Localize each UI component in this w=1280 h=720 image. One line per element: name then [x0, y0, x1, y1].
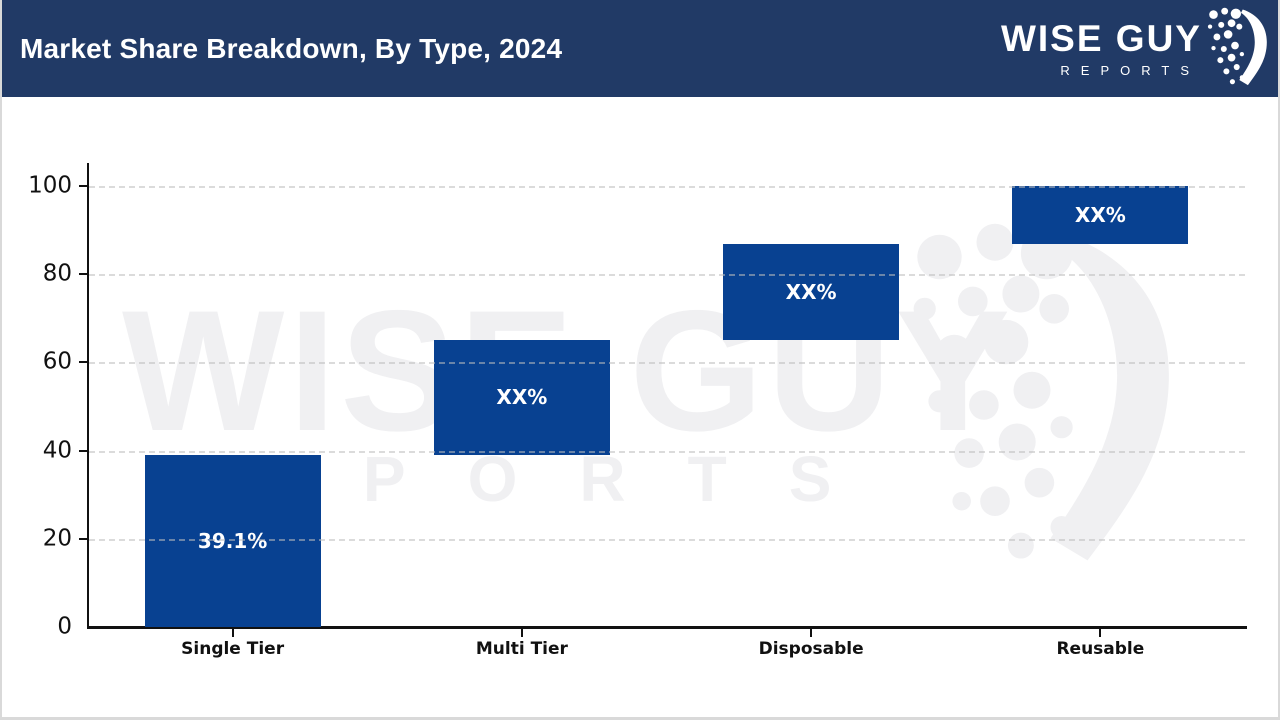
x-tick-mark	[520, 629, 523, 637]
gridline-100	[89, 186, 1245, 188]
y-tick-mark	[79, 449, 88, 452]
x-category-label: Single Tier	[181, 639, 285, 659]
y-tick-mark	[79, 537, 88, 540]
y-tick-label: 60	[42, 348, 72, 375]
bar-reusable: XX%	[1012, 186, 1189, 244]
y-tick-mark	[79, 185, 88, 187]
gridline-20	[89, 538, 1245, 541]
x-tick-mark	[810, 629, 813, 637]
header-bar: Market Share Breakdown, By Type, 2024 WI…	[0, 0, 1280, 97]
y-tick-label: 0	[57, 613, 72, 640]
gridline-40	[89, 450, 1245, 453]
y-tick-label: 20	[42, 525, 72, 552]
bar-multi-tier: XX%	[433, 340, 610, 455]
y-tick-mark	[79, 273, 88, 276]
x-axis-line	[87, 626, 1247, 629]
bar-value-label: XX%	[1074, 202, 1126, 227]
gridline-80	[89, 274, 1245, 277]
y-tick-label: 80	[42, 260, 72, 287]
logo-line2: REPORTS	[1060, 63, 1200, 78]
logo-line1: WISE GUY	[1000, 18, 1202, 59]
y-tick-mark	[79, 361, 88, 364]
wiseguy-logo: WISE GUY REPORTS	[1001, 20, 1202, 78]
x-category-label: Multi Tier	[475, 639, 568, 659]
bar-value-label: XX%	[496, 385, 548, 410]
x-category-label: Reusable	[1056, 639, 1145, 659]
bar-value-label: XX%	[785, 280, 837, 305]
x-tick-mark	[1099, 629, 1102, 637]
x-tick-mark	[231, 629, 234, 637]
bar-disposable: XX%	[723, 243, 900, 341]
gridline-60	[89, 362, 1245, 365]
chart-title: Market Share Breakdown, By Type, 2024	[20, 32, 563, 64]
x-category-label: Disposable	[758, 639, 864, 659]
y-tick-label: 40	[42, 437, 72, 464]
y-axis-line	[87, 163, 89, 627]
y-tick-label: 100	[28, 172, 72, 199]
wiseguy-head-logo-icon	[1207, 7, 1267, 86]
